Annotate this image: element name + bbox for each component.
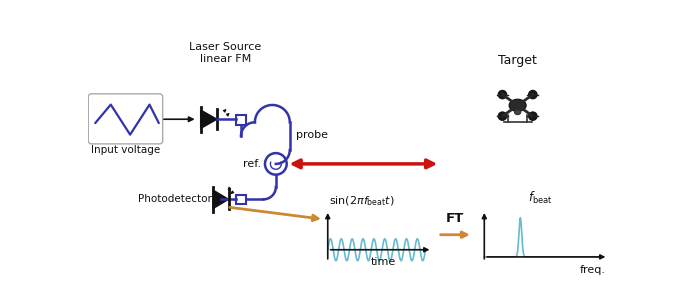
Circle shape: [498, 112, 507, 120]
Circle shape: [265, 153, 287, 175]
Circle shape: [528, 112, 537, 120]
Text: Laser Source: Laser Source: [189, 42, 262, 52]
Circle shape: [528, 90, 537, 99]
Text: FT: FT: [446, 212, 464, 225]
Bar: [237, 195, 246, 204]
Text: Target: Target: [498, 54, 537, 67]
Ellipse shape: [514, 110, 521, 115]
Polygon shape: [213, 190, 228, 208]
Text: ref.: ref.: [243, 159, 261, 169]
FancyBboxPatch shape: [88, 94, 162, 144]
Ellipse shape: [509, 99, 526, 111]
Text: Input voltage: Input voltage: [91, 145, 160, 155]
Text: freq.: freq.: [580, 265, 606, 274]
Text: linear FM: linear FM: [199, 54, 251, 64]
Text: probe: probe: [296, 130, 328, 140]
Bar: [237, 115, 246, 125]
Circle shape: [498, 90, 507, 99]
Text: $\sin(2\pi f_{\mathrm{beat}}t)$: $\sin(2\pi f_{\mathrm{beat}}t)$: [329, 194, 395, 208]
Text: Photodetector: Photodetector: [138, 194, 211, 204]
Text: time: time: [370, 258, 395, 267]
Polygon shape: [201, 110, 217, 128]
Text: $f_{\mathrm{beat}}$: $f_{\mathrm{beat}}$: [528, 190, 552, 206]
